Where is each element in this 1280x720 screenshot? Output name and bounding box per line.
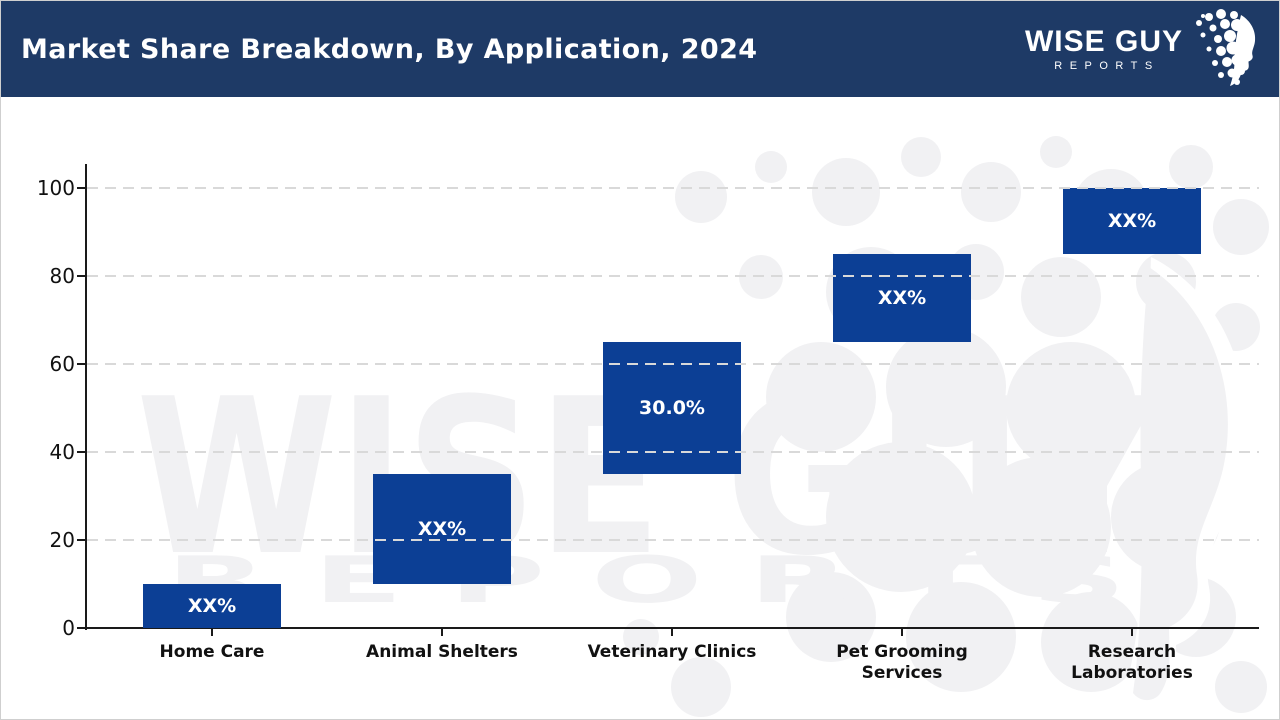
watermark-text-2: R E P O R T S <box>166 544 1126 618</box>
bar-value-label: XX% <box>877 287 927 309</box>
bar-research-laboratories: XX% <box>1063 188 1201 254</box>
x-category-label-line: Pet Grooming <box>836 642 968 662</box>
y-tick-mark <box>77 539 85 541</box>
x-axis-spine <box>85 627 1259 629</box>
x-category-label-line: Home Care <box>159 642 265 662</box>
y-tick-mark <box>77 275 85 277</box>
x-tick-mark <box>901 629 903 636</box>
y-tick-label: 40 <box>49 440 75 464</box>
bar-value-label: 30.0% <box>639 397 705 419</box>
x-category-label: Research Laboratories <box>1022 642 1242 684</box>
y-tick-label: 0 <box>62 616 75 640</box>
header-band: Market Share Breakdown, By Application, … <box>1 1 1279 97</box>
bar-animal-shelters: XX% <box>373 474 511 584</box>
gridline-60 <box>87 363 1259 365</box>
x-tick-mark <box>211 629 213 636</box>
y-tick-mark <box>77 363 85 365</box>
x-category-label-line: Animal Shelters <box>366 642 518 662</box>
x-category-label-line: Veterinary Clinics <box>587 642 757 662</box>
y-tick-label: 20 <box>49 528 75 552</box>
x-category-label-line: Research <box>1087 642 1177 662</box>
y-tick-label: 80 <box>49 264 75 288</box>
bar-value-label: XX% <box>1107 210 1157 232</box>
x-category-label-line: Laboratories <box>1071 663 1193 683</box>
y-tick-label: 60 <box>49 352 75 376</box>
gridline-20 <box>87 539 1259 541</box>
x-category-label: Home Care <box>102 642 322 663</box>
brand-face-icon <box>1196 9 1256 86</box>
x-tick-mark <box>1131 629 1133 636</box>
x-category-label: Animal Shelters <box>332 642 552 663</box>
gridline-80 <box>87 275 1259 277</box>
gridline-40 <box>87 451 1259 453</box>
brand-name: WISE GUY <box>1024 24 1183 58</box>
x-category-label-line: Services <box>861 663 943 683</box>
brand-logo-text: WISE GUY REPORTS <box>1024 24 1183 72</box>
y-tick-mark <box>77 187 85 189</box>
y-tick-mark <box>77 627 85 629</box>
x-tick-mark <box>671 629 673 636</box>
chart-title: Market Share Breakdown, By Application, … <box>21 33 758 65</box>
chart-area: WISE GUY R E P O R T S 0 20 40 60 80 100 XX% Ho… <box>1 97 1279 719</box>
bar-veterinary-clinics: 30.0% <box>603 342 741 474</box>
y-tick-mark <box>77 451 85 453</box>
gridline-100 <box>87 187 1259 189</box>
bar-home-care: XX% <box>143 584 281 628</box>
x-category-label: Pet Grooming Services <box>792 642 1012 684</box>
x-tick-mark <box>441 629 443 636</box>
brand-subname: REPORTS <box>1054 59 1160 72</box>
bar-value-label: XX% <box>417 518 467 540</box>
bar-value-label: XX% <box>187 595 237 617</box>
y-axis-spine <box>85 164 87 630</box>
brand-logo: WISE GUY REPORTS <box>1025 9 1257 89</box>
x-category-label: Veterinary Clinics <box>562 642 782 663</box>
y-tick-label: 100 <box>36 176 75 200</box>
bar-pet-grooming-services: XX% <box>833 254 971 342</box>
